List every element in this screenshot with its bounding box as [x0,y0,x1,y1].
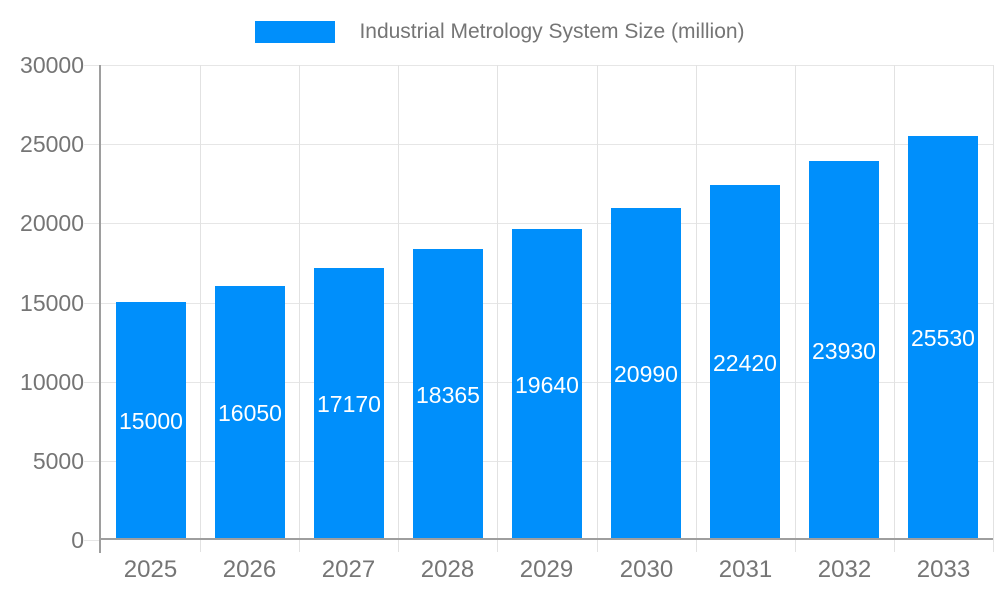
bar-value-label: 19640 [515,372,579,398]
category-gridline [894,65,895,552]
bar-value-label: 22420 [713,350,777,376]
bar-value-label: 17170 [317,391,381,417]
x-tick-label: 2029 [519,556,574,583]
x-tick-label: 2032 [817,556,872,583]
bar[interactable]: 22420 [710,185,780,540]
category-gridline [497,65,498,552]
y-axis-line [99,65,101,553]
y-gridline [101,65,993,66]
x-tick-label: 2026 [222,556,277,583]
bar-value-label: 18365 [416,382,480,408]
bar[interactable]: 17170 [314,268,384,540]
y-axis-tick [84,303,100,304]
y-gridline [101,223,993,224]
bar-value-label: 16050 [218,400,282,426]
y-axis-tick [84,65,100,66]
bar[interactable]: 19640 [512,229,582,540]
bar[interactable]: 18365 [413,249,483,540]
legend: Industrial Metrology System Size (millio… [0,20,1000,44]
y-axis-tick [84,144,100,145]
y-tick-label: 15000 [20,290,84,316]
x-tick-label: 2030 [619,556,674,583]
legend-swatch[interactable] [255,21,336,43]
y-tick-label: 0 [71,527,84,553]
y-axis-tick [84,382,100,383]
category-gridline [696,65,697,552]
bar[interactable]: 25530 [908,136,978,540]
category-gridline [993,65,994,552]
legend-label[interactable]: Industrial Metrology System Size (millio… [359,20,745,43]
bar[interactable]: 15000 [116,302,186,540]
y-axis-tick [84,540,100,541]
category-gridline [597,65,598,552]
x-tick-label: 2027 [321,556,376,583]
y-tick-label: 20000 [20,210,84,236]
bar-value-label: 15000 [119,408,183,434]
y-gridline [101,144,993,145]
bar-value-label: 20990 [614,361,678,387]
x-tick-label: 2025 [123,556,178,583]
x-tick-label: 2033 [916,556,971,583]
y-axis-tick [84,223,100,224]
bar[interactable]: 23930 [809,161,879,540]
bar[interactable]: 20990 [611,208,681,540]
x-tick-label: 2028 [420,556,475,583]
bar-value-label: 25530 [911,325,975,351]
category-gridline [795,65,796,552]
plot-area: 0 5000 10000 15000 20000 25000 30000 15000 2025 1… [20,52,994,583]
x-axis-line [99,538,993,540]
bar-value-label: 23930 [812,338,876,364]
category-gridline [200,65,201,552]
bar[interactable]: 16050 [215,286,285,540]
y-tick-label: 25000 [20,131,84,157]
category-gridline [398,65,399,552]
category-gridline [299,65,300,552]
y-axis-tick [84,461,100,462]
x-tick-label: 2031 [718,556,773,583]
y-tick-label: 5000 [32,448,84,474]
y-tick-label: 10000 [20,369,84,395]
y-tick-label: 30000 [20,52,84,78]
